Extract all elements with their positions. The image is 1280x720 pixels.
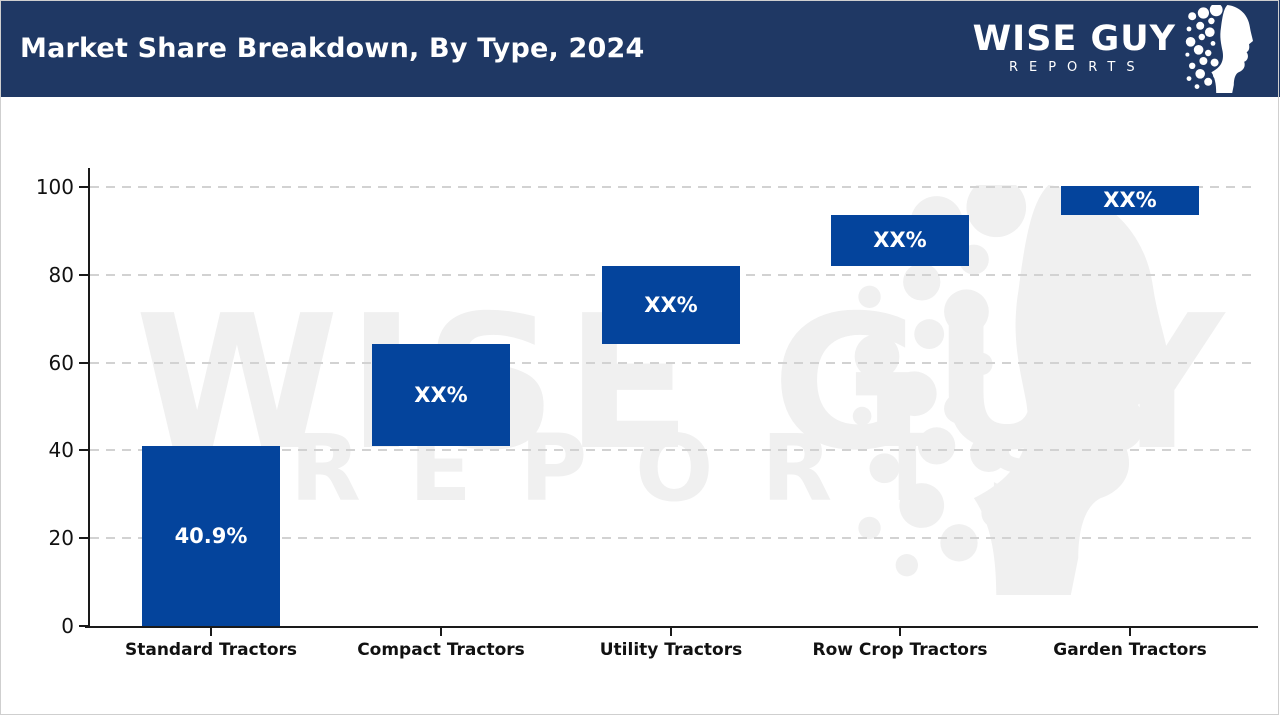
y-axis-tick-mark [79,625,89,627]
gridline-40 [90,449,1258,452]
x-axis-tick-mark [670,628,672,636]
x-axis-category-label: Compact Tractors [326,640,556,660]
x-axis-category-label-text: Standard Tractors [124,640,298,660]
wise-guy-logo: WISE GUY REPORTS [972,4,1256,93]
x-axis-tick-mark [210,628,212,636]
bar-compact-tractors-text: XX% [414,383,468,408]
bar-standard-tractors-text: 40.9% [174,524,248,549]
x-axis-tick-mark [899,628,901,636]
y-axis-tick-label-text: 100 [35,175,74,199]
x-axis-line [85,626,1258,628]
y-axis-tick-mark [79,449,89,452]
y-axis-tick-label-text: 80 [48,262,74,287]
bar-row-crop-tractors: XX% [831,215,969,266]
gridline-60 [90,361,1258,364]
y-axis-tick-mark [79,186,89,188]
bar-garden-tractors: XX% [1061,185,1199,216]
y-axis-tick-label-text: 20 [48,526,74,551]
y-axis-line [88,168,90,628]
header-bar: Market Share Breakdown, By Type, 2024 WI… [0,0,1280,97]
bar-standard-tractors: 40.9% [142,446,280,626]
gridline-100 [90,186,1258,188]
bar-utility-tractors-text: XX% [644,292,698,317]
y-axis-tick-label: 20 [24,526,74,550]
bar-garden-tractors-text: XX% [1103,188,1157,213]
chart-title: Market Share Breakdown, By Type, 2024 [20,33,645,64]
y-axis-tick-label-text: 0 [61,614,74,638]
x-axis-category-label: Utility Tractors [556,640,786,660]
x-axis-category-label: Standard Tractors [96,640,326,660]
dotted-face-icon [1185,4,1253,93]
x-axis-category-label-text: Row Crop Tractors [812,640,988,660]
y-axis-tick-label: 100 [24,175,74,199]
logo-wordmark: WISE GUY [972,19,1176,59]
x-axis-category-label-text: Compact Tractors [357,640,525,660]
x-axis-category-label: Garden Tractors [1015,640,1245,660]
y-axis-tick-mark [79,273,89,276]
y-axis-tick-label-text: 40 [48,438,74,463]
y-axis-tick-label: 0 [24,614,74,638]
gridline-20 [90,537,1258,540]
y-axis-tick-mark [79,537,89,540]
x-axis-category-label-text: Garden Tractors [1053,640,1207,660]
x-axis-tick-mark [440,628,442,636]
bar-row-crop-tractors-text: XX% [873,228,927,253]
logo-text: WISE GUY REPORTS [972,19,1176,76]
bar-utility-tractors: XX% [602,265,740,344]
logo-subtitle: REPORTS [1008,60,1146,75]
bar-compact-tractors: XX% [372,343,510,447]
y-axis-tick-label-text: 60 [48,350,74,375]
y-axis-tick-label: 80 [24,263,74,287]
y-axis-tick-label: 40 [24,438,74,462]
x-axis-category-label: Row Crop Tractors [785,640,1015,660]
x-axis-category-label-text: Utility Tractors [599,640,743,660]
y-axis-tick-label: 60 [24,351,74,375]
y-axis-tick-mark [79,361,89,364]
x-axis-tick-mark [1129,628,1131,636]
